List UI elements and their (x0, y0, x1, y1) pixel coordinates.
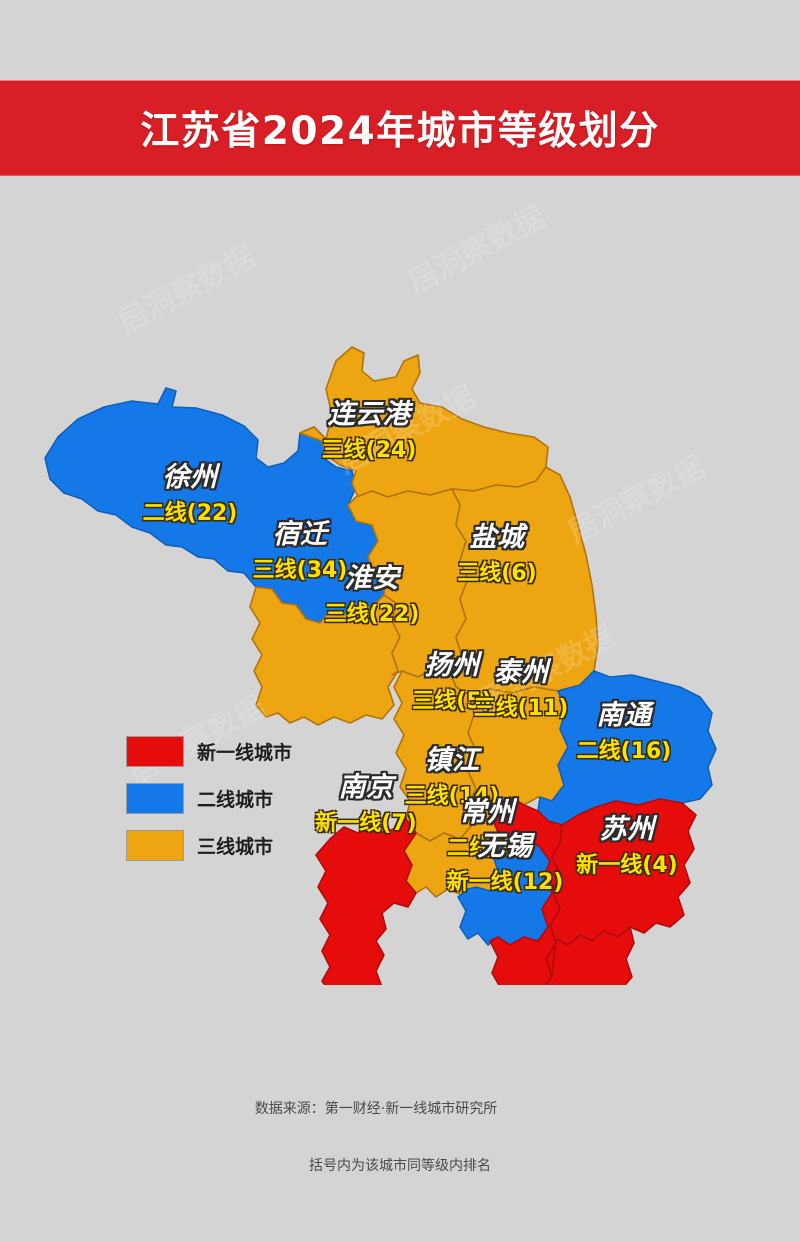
city-label-nanjing[interactable]: 南京 新一线(7) (315, 765, 416, 837)
city-tier-rank: 三线(5) (412, 689, 492, 714)
legend-label: 三线城市 (197, 835, 274, 858)
page-title: 江苏省2024年城市等级划分 (140, 109, 660, 154)
city-label-suzhou[interactable]: 苏州 新一线(4) (576, 807, 677, 879)
city-label-xuzhou[interactable]: 徐州 二线(22) (143, 455, 238, 527)
city-tier-rank: 二线(22) (142, 501, 238, 526)
city-label-huaian[interactable]: 淮安 三线(22) (325, 556, 420, 628)
city-tier-rank: 三线(14) (404, 784, 500, 809)
city-tier-rank: 新一线(7) (315, 811, 417, 836)
city-label-suqian[interactable]: 宿迁 三线(34) (253, 512, 348, 584)
legend-item-new-first-tier[interactable]: 新一线城市 (126, 733, 292, 769)
city-tier-rank: 三线(6) (457, 561, 537, 586)
city-name: 盐城 (469, 522, 525, 553)
city-label-yangzhou[interactable]: 扬州 三线(5) (412, 643, 491, 715)
city-name: 扬州 (424, 650, 480, 681)
city-label-lianyungang[interactable]: 连云港 三线(24) (322, 392, 417, 464)
legend: 新一线城市 二线城市 三线城市 (126, 733, 292, 874)
city-name: 南京 (338, 772, 394, 803)
legend-item-second-tier[interactable]: 二线城市 (126, 780, 292, 816)
city-label-nantong[interactable]: 南通 二线(16) (577, 693, 672, 765)
title-banner: 江苏省2024年城市等级划分 (0, 81, 800, 175)
city-tier-rank: 三线(34) (252, 558, 348, 583)
city-name: 镇江 (424, 745, 480, 776)
city-tier-rank: 二线(8) (447, 836, 527, 861)
legend-label: 新一线城市 (197, 741, 293, 764)
city-name: 徐州 (162, 462, 218, 493)
city-name: 泰州 (493, 657, 549, 688)
city-label-changzhou[interactable]: 常州 二线(8) (447, 790, 526, 862)
region-nanjing[interactable] (315, 818, 417, 985)
city-name: 宿迁 (272, 519, 328, 550)
city-name: 淮安 (344, 563, 400, 594)
legend-swatch (126, 735, 184, 767)
region-suqian[interactable] (249, 586, 401, 726)
jiangsu-map: 居洞察数据 居洞察数据 居洞察数据 居洞察数据 居洞察数据 居洞察数据 徐州 二… (0, 175, 800, 985)
city-name: 南通 (596, 700, 652, 731)
legend-item-third-tier[interactable]: 三线城市 (126, 827, 292, 863)
city-tier-rank: 三线(24) (321, 438, 417, 463)
city-label-taizhou[interactable]: 泰州 三线(11) (474, 650, 569, 722)
city-tier-rank: 三线(22) (324, 602, 420, 627)
city-tier-rank: 新一线(12) (446, 870, 564, 895)
map-svg (44, 346, 717, 985)
city-label-wuxi[interactable]: 无锡 新一线(12) (447, 824, 564, 896)
legend-swatch (126, 829, 184, 861)
city-tier-rank: 三线(11) (473, 696, 569, 721)
city-tier-rank: 二线(16) (576, 739, 672, 764)
city-tier-rank: 新一线(4) (576, 853, 678, 878)
city-name: 无锡 (477, 831, 533, 862)
region-suzhou-south[interactable] (540, 926, 635, 985)
rank-note-text: 括号内为该城市同等级内排名 (309, 1158, 491, 1174)
legend-label: 二线城市 (197, 788, 274, 811)
region-suzhou[interactable] (545, 798, 697, 978)
city-label-zhenjiang[interactable]: 镇江 三线(14) (405, 738, 500, 810)
data-source-text: 数据来源：第一财经·新一线城市研究所 (254, 1101, 498, 1117)
legend-swatch (126, 782, 184, 814)
city-name: 常州 (459, 797, 515, 828)
city-label-yancheng[interactable]: 盐城 三线(6) (457, 515, 536, 587)
city-name: 苏州 (599, 814, 655, 845)
city-name: 连云港 (327, 399, 411, 430)
